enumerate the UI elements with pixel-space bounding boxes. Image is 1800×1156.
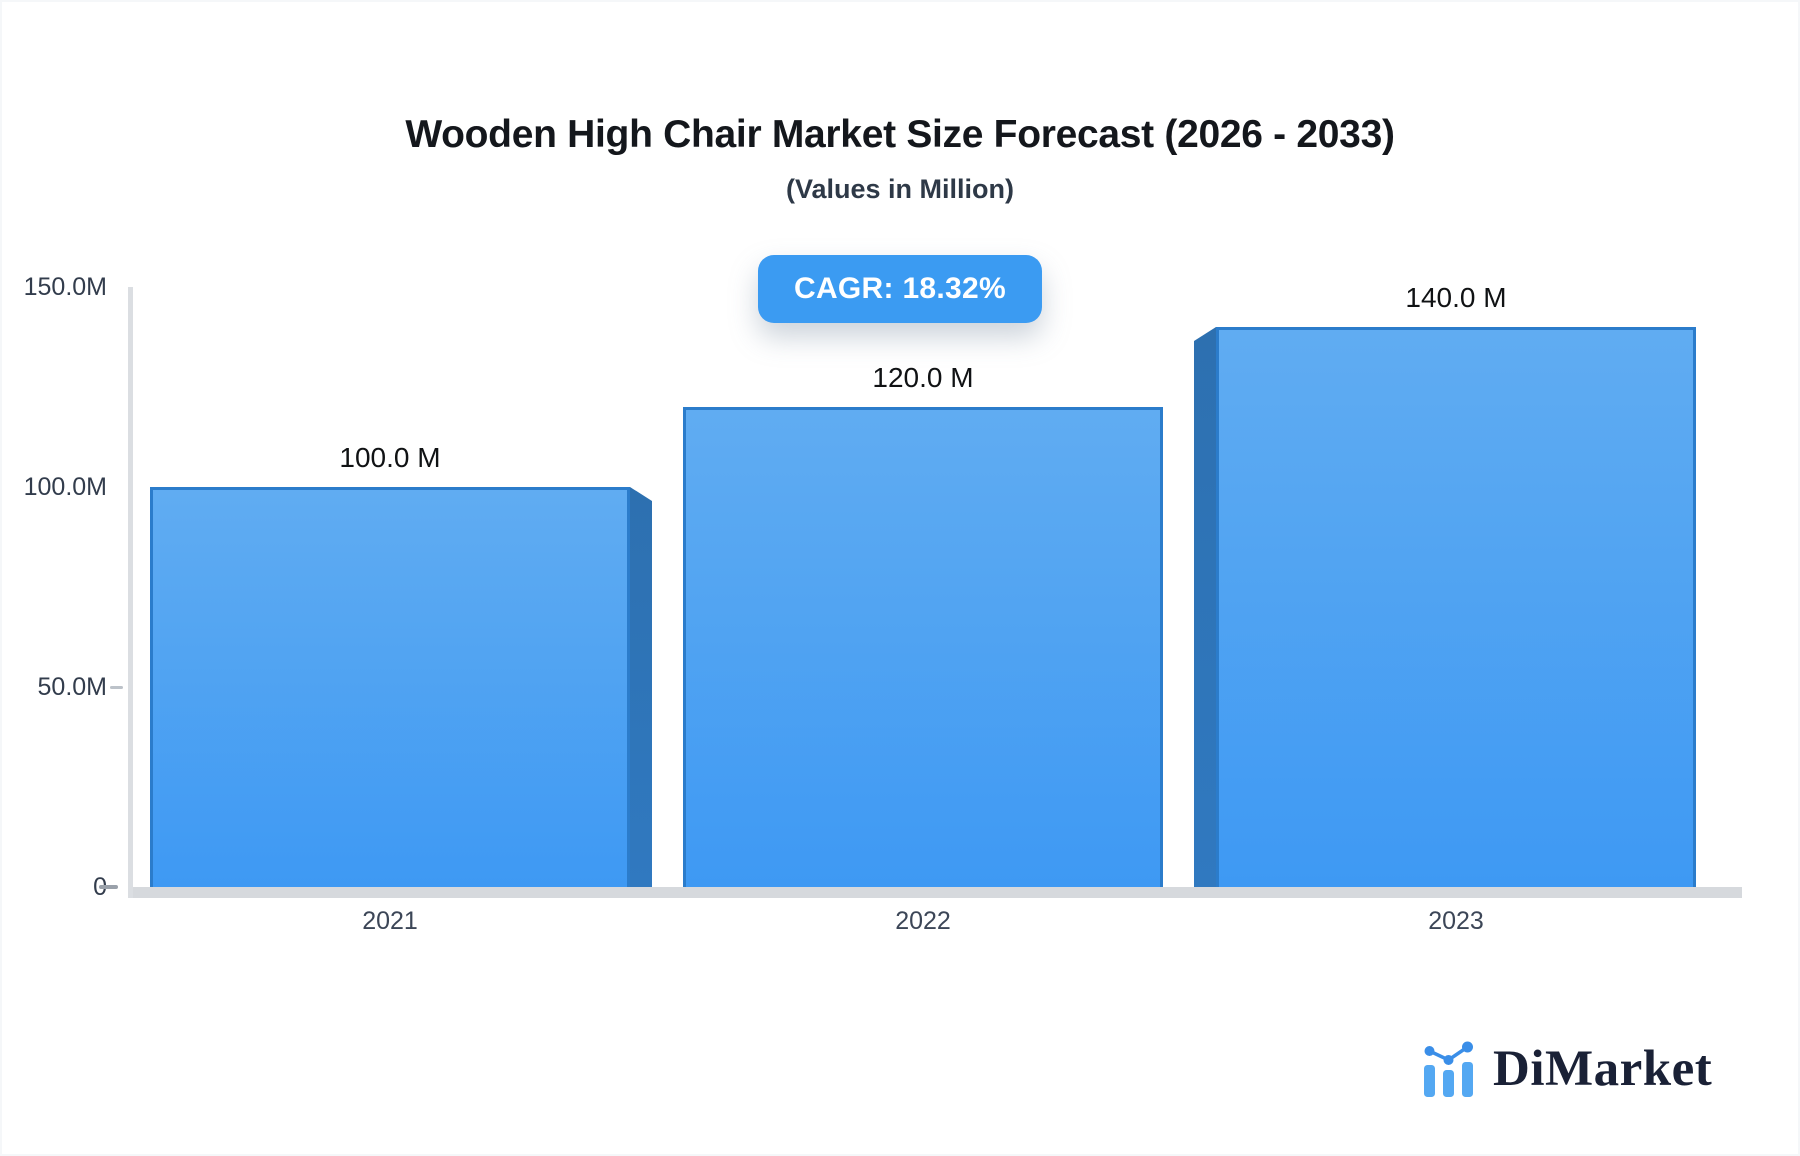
chart-title: Wooden High Chair Market Size Forecast (… [405,113,1395,156]
y-axis-label: 0 [0,871,107,903]
cagr-badge: CAGR: 18.32% [757,255,1043,323]
bar-line-chart-icon [1424,1041,1473,1097]
x-axis-label: 2021 [362,907,418,935]
dimarket-logo-text: DiMarket [1493,1041,1713,1097]
y-axis-label: 150.0M [23,273,107,301]
dimarket-logo: DiMarket [1421,1040,1712,1098]
bar-2022[interactable] [683,407,1163,887]
x-axis-line [128,887,1742,898]
y-axis-line [128,287,133,898]
y-axis-tick [110,686,123,689]
bar-value-label: 120.0 M [872,362,974,393]
y-axis-label: 50.0M [37,673,107,701]
bar-2021[interactable] [150,487,630,887]
y-axis-tick [99,885,118,889]
bar-3d-side [630,487,652,887]
bar-value-label: 140.0 M [1405,282,1507,313]
x-axis-label: 2022 [895,907,951,935]
x-axis-label: 2023 [1428,907,1484,935]
bar-2023[interactable] [1216,327,1696,887]
bar-3d-side [1194,327,1216,887]
bar-value-label: 100.0 M [339,442,441,473]
chart-subtitle: (Values in Million) [785,174,1015,204]
y-axis-label: 100.0M [23,473,107,501]
